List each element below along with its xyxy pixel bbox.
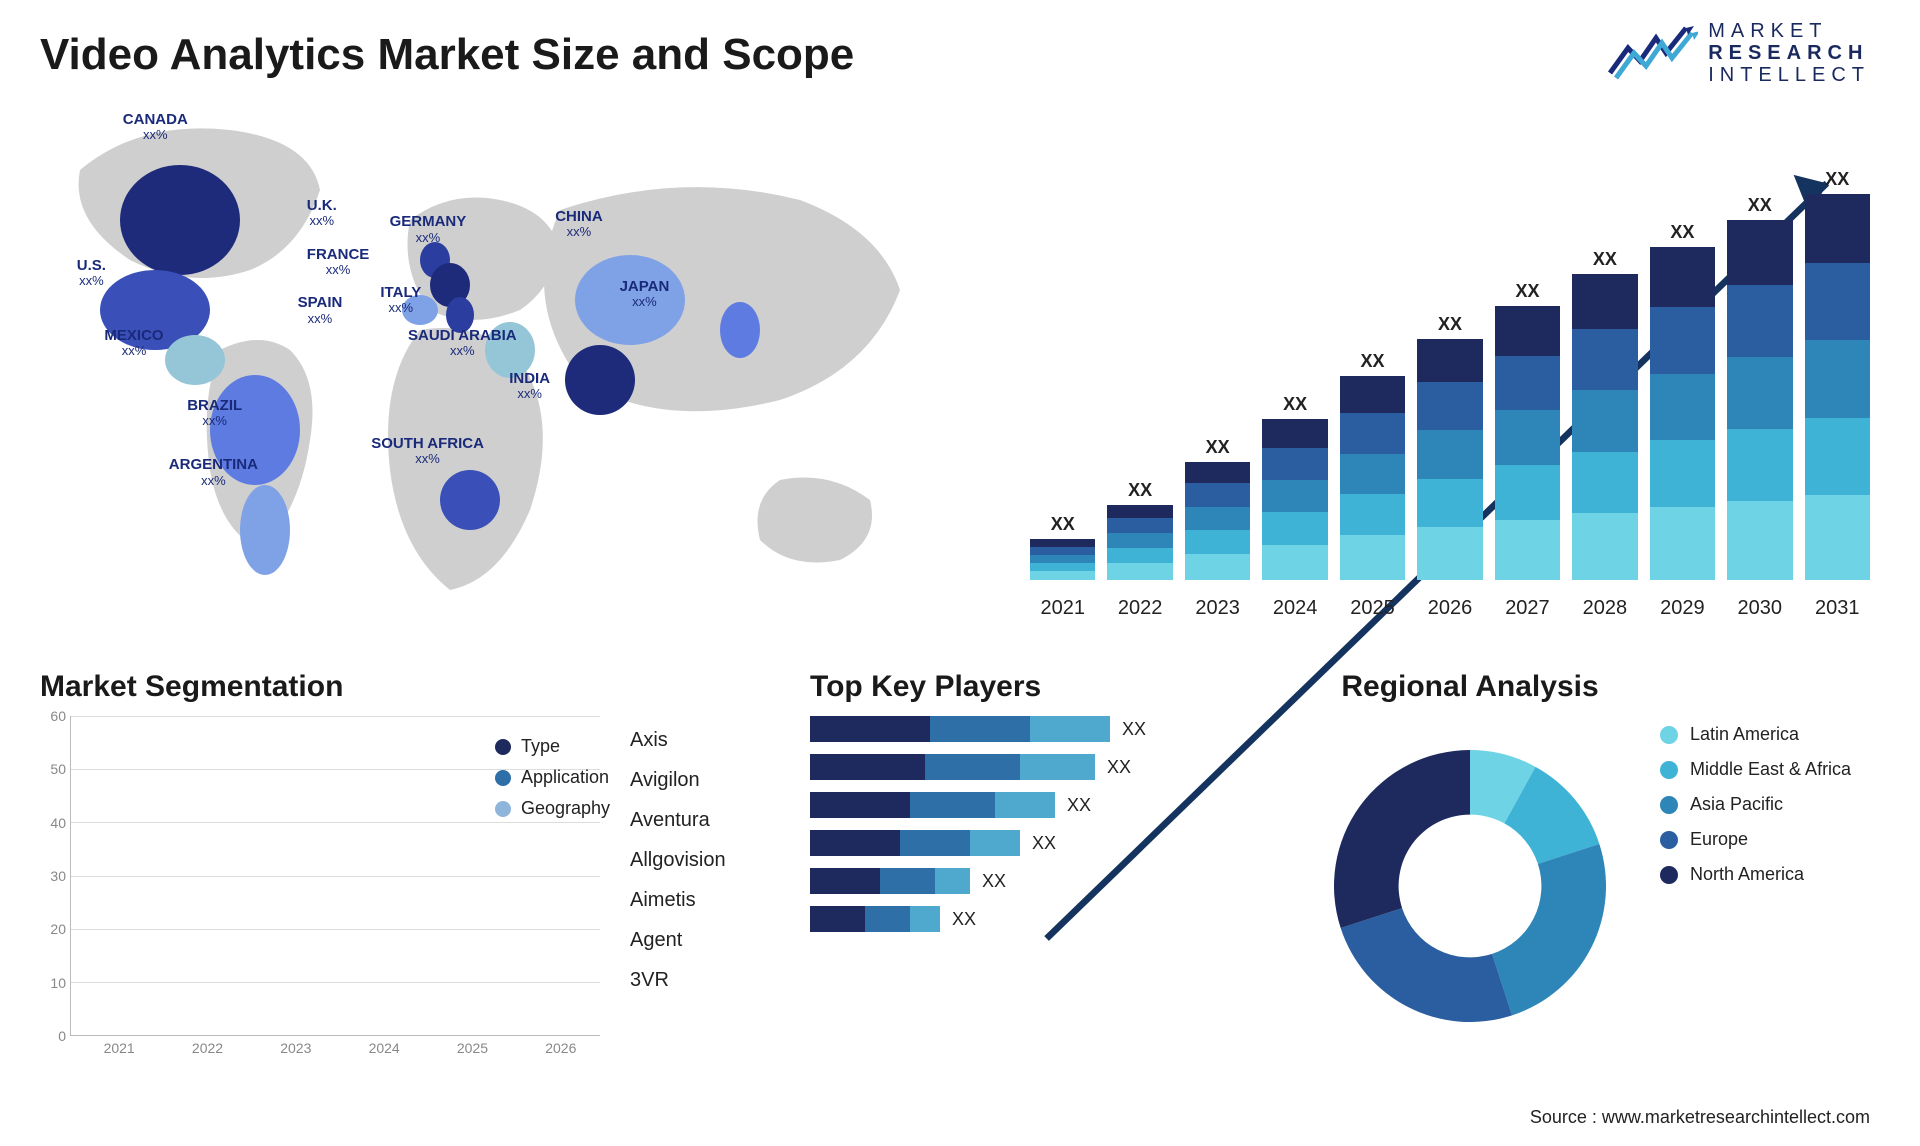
segmentation-chart: 0102030405060 TypeApplicationGeography bbox=[40, 716, 600, 1036]
legend-item: Application bbox=[495, 767, 610, 788]
players-title: Top Key Players bbox=[810, 670, 1270, 704]
map-label: U.S.xx% bbox=[77, 257, 106, 289]
segmentation-xlabel: 2026 bbox=[522, 1040, 600, 1056]
logo-mark-icon bbox=[1608, 23, 1698, 83]
segmentation-xlabel: 2023 bbox=[257, 1040, 335, 1056]
map-label: CHINAxx% bbox=[555, 208, 603, 240]
map-label: GERMANYxx% bbox=[390, 213, 467, 245]
legend-item: Europe bbox=[1660, 829, 1851, 850]
map-label: FRANCExx% bbox=[307, 246, 370, 278]
regional-analysis-panel: Regional Analysis Latin America Middle Ea… bbox=[1300, 670, 1880, 1056]
legend-item: Asia Pacific bbox=[1660, 794, 1851, 815]
map-label: INDIAxx% bbox=[509, 370, 550, 402]
growth-bar: XX bbox=[1805, 194, 1870, 580]
legend-item: Geography bbox=[495, 798, 610, 819]
world-map: CANADAxx% U.S.xx% MEXICOxx% BRAZILxx% ARGENT… bbox=[40, 100, 960, 640]
top-key-players-panel: AxisAvigilonAventuraAllgovisionAimetisAg… bbox=[630, 670, 1270, 1056]
donut-slice bbox=[1492, 844, 1606, 1015]
donut-slice bbox=[1341, 908, 1512, 1022]
segmentation-xlabel: 2022 bbox=[168, 1040, 246, 1056]
growth-xlabel: 2021 bbox=[1030, 597, 1095, 620]
donut-slice bbox=[1334, 750, 1470, 928]
map-label: SPAINxx% bbox=[298, 294, 343, 326]
player-bar: XX bbox=[810, 754, 1270, 780]
players-chart: XX XX XX XX XX XX bbox=[810, 716, 1270, 932]
map-label: JAPANxx% bbox=[620, 278, 670, 310]
player-list-item: 3VR bbox=[630, 960, 790, 1000]
logo-line2: RESEARCH bbox=[1708, 42, 1870, 64]
growth-xlabel: 2027 bbox=[1495, 597, 1560, 620]
growth-xlabel: 2028 bbox=[1572, 597, 1637, 620]
growth-chart: XXXXXXXXXXXXXXXXXXXXXX 20212022202320242… bbox=[1000, 100, 1880, 640]
player-bar: XX bbox=[810, 830, 1270, 856]
legend-item: Latin America bbox=[1660, 724, 1851, 745]
legend-item: Type bbox=[495, 736, 610, 757]
growth-bar: XX bbox=[1185, 462, 1250, 580]
player-list-item: Aventura bbox=[630, 800, 790, 840]
growth-bar: XX bbox=[1650, 247, 1715, 580]
growth-bar: XX bbox=[1107, 505, 1172, 580]
growth-xlabel: 2029 bbox=[1650, 597, 1715, 620]
growth-xlabel: 2025 bbox=[1340, 597, 1405, 620]
growth-xlabel: 2031 bbox=[1805, 597, 1870, 620]
player-bar: XX bbox=[810, 868, 1270, 894]
growth-xlabel: 2024 bbox=[1262, 597, 1327, 620]
player-list-item: Agent bbox=[630, 920, 790, 960]
player-list-item: Axis bbox=[630, 720, 790, 760]
growth-bar: XX bbox=[1417, 339, 1482, 581]
growth-xlabel: 2022 bbox=[1107, 597, 1172, 620]
regional-title: Regional Analysis bbox=[1300, 670, 1640, 704]
player-bar: XX bbox=[810, 906, 1270, 932]
growth-xlabel: 2023 bbox=[1185, 597, 1250, 620]
segmentation-xlabel: 2024 bbox=[345, 1040, 423, 1056]
player-list-item: Aimetis bbox=[630, 880, 790, 920]
player-list-item: Allgovision bbox=[630, 840, 790, 880]
brand-logo: MARKET RESEARCH INTELLECT bbox=[1608, 20, 1870, 86]
map-label: BRAZILxx% bbox=[187, 397, 242, 429]
growth-xlabel: 2030 bbox=[1727, 597, 1792, 620]
segmentation-xlabel: 2025 bbox=[433, 1040, 511, 1056]
page-title: Video Analytics Market Size and Scope bbox=[40, 30, 1880, 80]
world-map-svg bbox=[40, 100, 960, 640]
logo-line3: INTELLECT bbox=[1708, 64, 1870, 86]
growth-bar: XX bbox=[1572, 274, 1637, 580]
regional-donut-chart bbox=[1300, 716, 1640, 1056]
segmentation-xlabel: 2021 bbox=[80, 1040, 158, 1056]
market-segmentation-panel: Market Segmentation 0102030405060 TypeAp… bbox=[40, 670, 600, 1056]
growth-bar: XX bbox=[1495, 306, 1560, 580]
legend-item: North America bbox=[1660, 864, 1851, 885]
map-label: SAUDI ARABIAxx% bbox=[408, 327, 517, 359]
growth-bar: XX bbox=[1262, 419, 1327, 580]
players-list: AxisAvigilonAventuraAllgovisionAimetisAg… bbox=[630, 670, 790, 1056]
map-label: ARGENTINAxx% bbox=[169, 456, 258, 488]
growth-bar: XX bbox=[1727, 220, 1792, 580]
player-list-item: Avigilon bbox=[630, 760, 790, 800]
segmentation-legend: Type Application Geography bbox=[495, 726, 610, 829]
segmentation-title: Market Segmentation bbox=[40, 670, 600, 704]
regional-legend: Latin America Middle East & Africa Asia Pa… bbox=[1660, 670, 1851, 1056]
source-attribution: Source : www.marketresearchintellect.com bbox=[1530, 1107, 1870, 1128]
player-bar: XX bbox=[810, 792, 1270, 818]
player-bar: XX bbox=[810, 716, 1270, 742]
growth-bar: XX bbox=[1030, 539, 1095, 580]
map-label: U.K.xx% bbox=[307, 197, 337, 229]
logo-line1: MARKET bbox=[1708, 20, 1870, 42]
legend-item: Middle East & Africa bbox=[1660, 759, 1851, 780]
growth-xlabel: 2026 bbox=[1417, 597, 1482, 620]
map-label: ITALYxx% bbox=[380, 284, 421, 316]
map-label: MEXICOxx% bbox=[104, 327, 163, 359]
growth-bar: XX bbox=[1340, 376, 1405, 580]
map-label: SOUTH AFRICAxx% bbox=[371, 435, 484, 467]
map-label: CANADAxx% bbox=[123, 111, 188, 143]
